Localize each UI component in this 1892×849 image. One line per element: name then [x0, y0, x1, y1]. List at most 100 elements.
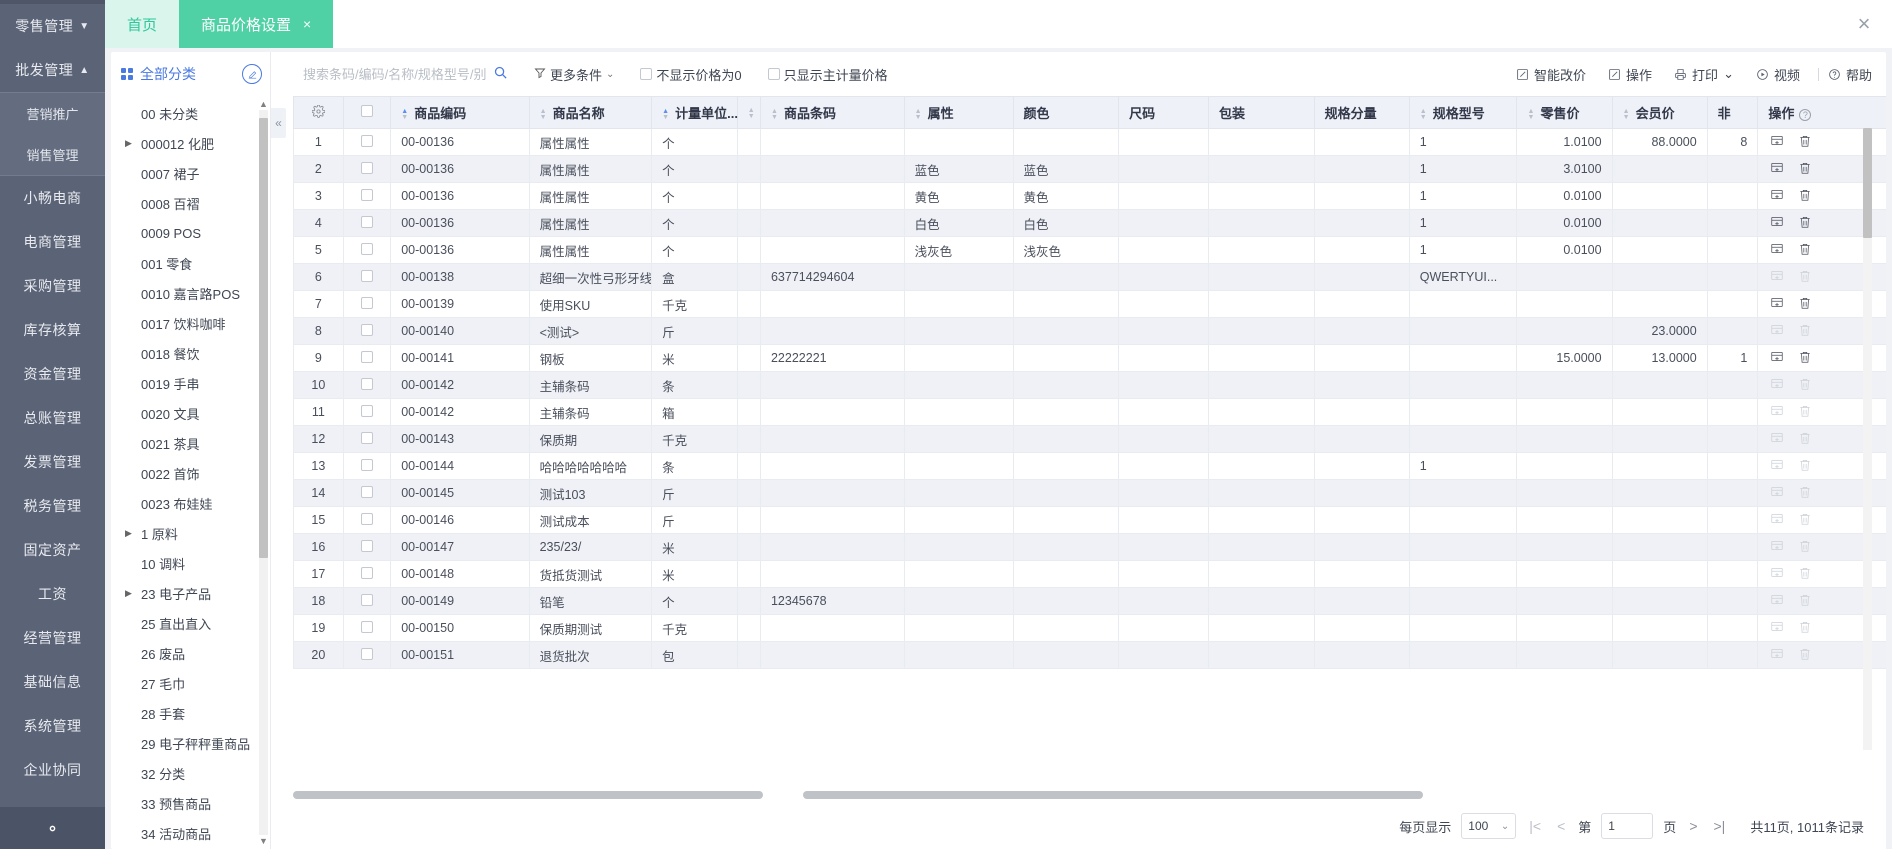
row-checkbox[interactable]	[360, 485, 373, 498]
category-item-21[interactable]: ▶29 电子秤秤重商品	[111, 728, 270, 758]
column-header-6[interactable]: ▲ ▼ 商品条码	[759, 96, 905, 129]
row-checkbox-cell[interactable]	[342, 425, 392, 453]
row-checkbox-cell[interactable]	[342, 452, 392, 480]
expand-arrow-icon[interactable]: ▶	[125, 587, 132, 598]
sidebar-item-11[interactable]: 税务管理	[0, 484, 105, 528]
add-row-icon[interactable]	[1770, 350, 1784, 367]
sort-icon[interactable]: ▲ ▼	[1419, 108, 1427, 121]
category-item-23[interactable]: ▶33 预售商品	[111, 788, 270, 818]
sidebar-item-9[interactable]: 总账管理	[0, 396, 105, 440]
row-checkbox-cell[interactable]	[342, 506, 392, 534]
category-scroll-thumb[interactable]	[259, 118, 268, 558]
sidebar-item-16[interactable]: 系统管理	[0, 704, 105, 748]
add-row-icon[interactable]	[1770, 296, 1784, 313]
column-header-5[interactable]: ▲ ▼	[736, 96, 761, 129]
table-row[interactable]: 6 00-00138 超细一次性弓形牙线盒 637714294604 QWERTYUI.…	[293, 263, 1886, 291]
row-checkbox-cell[interactable]	[342, 587, 392, 615]
row-checkbox[interactable]	[360, 458, 373, 471]
column-header-4[interactable]: ▲ ▼ 计量单位...	[651, 96, 738, 129]
row-checkbox[interactable]	[360, 377, 373, 390]
row-checkbox[interactable]	[360, 134, 373, 147]
column-header-7[interactable]: ▲ ▼ 属性	[903, 96, 1014, 129]
category-item-6[interactable]: ▶0010 嘉言路POS	[111, 278, 270, 308]
row-checkbox-cell[interactable]	[342, 317, 392, 345]
page-number-input[interactable]	[1601, 813, 1654, 839]
row-checkbox-cell[interactable]	[342, 398, 392, 426]
checkbox-box[interactable]	[640, 68, 653, 80]
expand-arrow-icon[interactable]: ▶	[125, 527, 132, 538]
row-checkbox[interactable]	[360, 431, 373, 444]
add-row-icon[interactable]	[1770, 215, 1784, 232]
table-vertical-scrollbar[interactable]	[1863, 128, 1872, 750]
expand-arrow-icon[interactable]: ▶	[125, 137, 132, 148]
checkbox-hide-zero-price[interactable]: 不显示价格为0	[640, 65, 742, 84]
checkbox-main-unit-price[interactable]: 只显示主计量价格	[767, 65, 888, 84]
column-header-12[interactable]: ▲ ▼ 规格型号	[1408, 96, 1518, 129]
sort-icon[interactable]: ▲ ▼	[1622, 108, 1630, 121]
tab-close-icon[interactable]: ×	[303, 16, 312, 32]
category-item-10[interactable]: ▶0020 文具	[111, 398, 270, 428]
category-item-13[interactable]: ▶0023 布娃娃	[111, 488, 270, 518]
row-checkbox-cell[interactable]	[342, 614, 392, 642]
table-row[interactable]: 12 00-00143 保质期 千克	[293, 425, 1886, 453]
settings-gear-button[interactable]	[0, 807, 105, 849]
row-checkbox[interactable]	[360, 350, 373, 363]
table-row[interactable]: 4 00-00136 属性属性个 白色 白色 1 0.0100	[293, 209, 1886, 237]
sidebar-item-7[interactable]: 库存核算	[0, 308, 105, 352]
category-item-18[interactable]: ▶26 废品	[111, 638, 270, 668]
table-hscroll-thumb-left[interactable]	[293, 791, 763, 799]
select-all-checkbox[interactable]	[360, 105, 373, 117]
table-row[interactable]: 19 00-00150 保质期测试 千克	[293, 614, 1886, 642]
operation-button[interactable]: 操作	[1608, 65, 1652, 84]
table-scroll-area[interactable]: ▲ ▼ 商品编码 ▲ ▼ 商品名称 ▲ ▼ 计量单位... ▲ ▼ ▲ ▼ 商品条码 ▲ ▼ 属性 颜色 尺码 包装 规…	[271, 96, 1886, 803]
row-checkbox-cell[interactable]	[342, 236, 392, 264]
row-checkbox[interactable]	[360, 404, 373, 417]
smart-price-change-button[interactable]: 智能改价	[1516, 65, 1586, 84]
sidebar-subitem-3[interactable]: 销售管理	[0, 134, 105, 175]
category-item-9[interactable]: ▶0019 手串	[111, 368, 270, 398]
table-horizontal-scrollbars[interactable]	[293, 791, 1872, 801]
column-header-2[interactable]: ▲ ▼ 商品编码	[390, 96, 530, 129]
delete-row-icon[interactable]	[1798, 296, 1812, 313]
add-row-icon[interactable]	[1770, 161, 1784, 178]
category-item-22[interactable]: ▶32 分类	[111, 758, 270, 788]
search-box[interactable]	[303, 65, 508, 84]
table-row[interactable]: 18 00-00149 铅笔个 12345678	[293, 587, 1886, 615]
sort-icon[interactable]: ▲ ▼	[401, 108, 409, 121]
question-circle-icon[interactable]: ?	[1799, 109, 1812, 121]
sort-icon[interactable]: ▲ ▼	[1527, 108, 1535, 121]
sort-icon[interactable]: ▲ ▼	[539, 108, 547, 121]
collapse-panel-icon[interactable]: «	[271, 108, 286, 138]
prev-page-button[interactable]: <	[1557, 818, 1566, 834]
edit-icon[interactable]	[242, 64, 262, 84]
next-page-button[interactable]: >	[1689, 818, 1698, 834]
row-checkbox-cell[interactable]	[342, 344, 392, 372]
tab-product-price-settings[interactable]: 商品价格设置 ×	[179, 0, 334, 48]
table-row[interactable]: 3 00-00136 属性属性个 黄色 黄色 1 0.0100	[293, 182, 1886, 210]
row-checkbox[interactable]	[360, 512, 373, 525]
category-scrollbar[interactable]: ▲ ▼	[259, 98, 268, 847]
sort-icon[interactable]: ▲ ▼	[914, 108, 922, 121]
category-item-20[interactable]: ▶28 手套	[111, 698, 270, 728]
delete-row-icon[interactable]	[1798, 134, 1812, 151]
category-item-16[interactable]: ▶ 23 电子产品	[111, 578, 270, 608]
category-item-8[interactable]: ▶0018 餐饮	[111, 338, 270, 368]
row-checkbox[interactable]	[360, 215, 373, 228]
category-item-3[interactable]: ▶0008 百褶	[111, 188, 270, 218]
table-settings-gear-header[interactable]	[293, 96, 344, 129]
more-conditions-button[interactable]: 更多条件 ⌄	[534, 65, 614, 84]
delete-row-icon[interactable]	[1798, 188, 1812, 205]
row-checkbox-cell[interactable]	[342, 155, 392, 183]
sidebar-item-12[interactable]: 固定资产	[0, 528, 105, 572]
delete-row-icon[interactable]	[1798, 242, 1812, 259]
sidebar-item-8[interactable]: 资金管理	[0, 352, 105, 396]
row-checkbox[interactable]	[360, 296, 373, 309]
row-checkbox-cell[interactable]	[342, 128, 392, 156]
category-item-1[interactable]: ▶ 000012 化肥	[111, 128, 270, 158]
category-item-19[interactable]: ▶27 毛巾	[111, 668, 270, 698]
gear-icon[interactable]	[311, 104, 326, 121]
select-all-header[interactable]	[342, 96, 392, 129]
sort-icon[interactable]: ▲ ▼	[747, 107, 755, 120]
category-item-12[interactable]: ▶0022 首饰	[111, 458, 270, 488]
table-vscroll-thumb[interactable]	[1863, 128, 1872, 238]
